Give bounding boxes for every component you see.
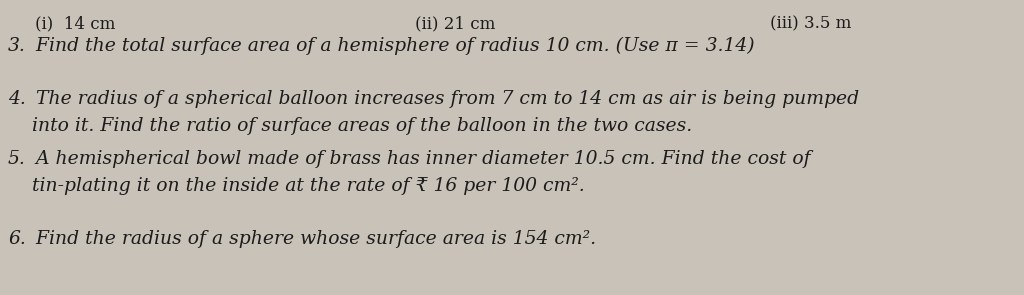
- Text: A hemispherical bowl made of brass has inner diameter 10.5 cm. Find the cost of: A hemispherical bowl made of brass has i…: [30, 150, 811, 168]
- Text: 3.: 3.: [8, 37, 26, 55]
- Text: tin-plating it on the inside at the rate of ₹ 16 per 100 cm².: tin-plating it on the inside at the rate…: [8, 177, 585, 195]
- Text: into it. Find the ratio of surface areas of the balloon in the two cases.: into it. Find the ratio of surface areas…: [8, 117, 692, 135]
- Text: The radius of a spherical balloon increases from 7 cm to 14 cm as air is being p: The radius of a spherical balloon increa…: [30, 90, 859, 108]
- Text: 4.: 4.: [8, 90, 26, 108]
- Text: Find the radius of a sphere whose surface area is 154 cm².: Find the radius of a sphere whose surfac…: [30, 230, 596, 248]
- Text: Find the total surface area of a hemisphere of radius 10 cm. (Use π = 3.14): Find the total surface area of a hemisph…: [30, 37, 755, 55]
- Text: (i)  14 cm: (i) 14 cm: [35, 15, 116, 32]
- Text: 6.: 6.: [8, 230, 26, 248]
- Text: (iii) 3.5 m: (iii) 3.5 m: [770, 15, 851, 32]
- Text: (ii) 21 cm: (ii) 21 cm: [415, 15, 496, 32]
- Text: 5.: 5.: [8, 150, 26, 168]
